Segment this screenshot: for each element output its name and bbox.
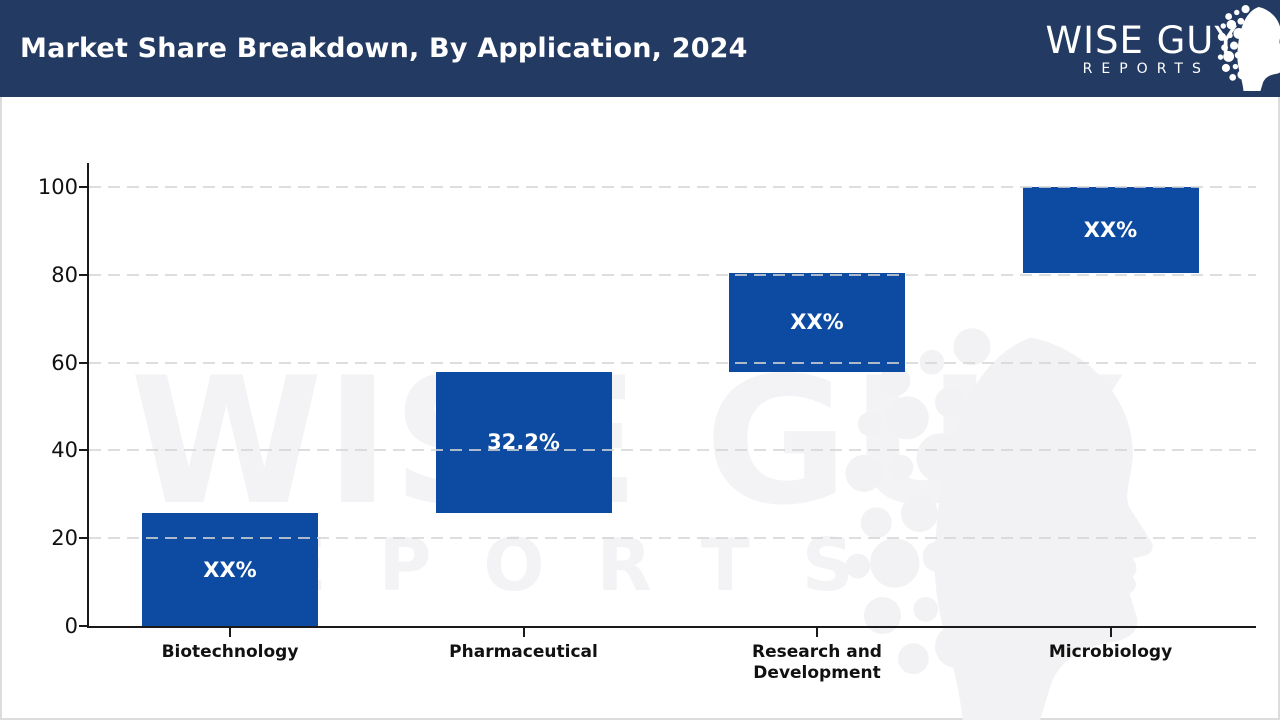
watermark-head-icon (845, 328, 1153, 720)
logo-wordmark: WISE GUY (1045, 18, 1238, 62)
logo-subtext: REPORTS (1082, 60, 1210, 77)
header: Market Share Breakdown, By Application, … (0, 0, 1280, 97)
brand-logo: WISE GUY REPORTS (1046, 3, 1280, 95)
brand-logo-text: WISE GUY REPORTS (1046, 22, 1238, 76)
wise-guy-head-icon (1217, 4, 1280, 91)
chart-area: WISE GUY REPORTS (0, 97, 1280, 720)
watermark-subtext: REPORTS (170, 523, 906, 607)
page-title: Market Share Breakdown, By Application, … (20, 33, 748, 64)
